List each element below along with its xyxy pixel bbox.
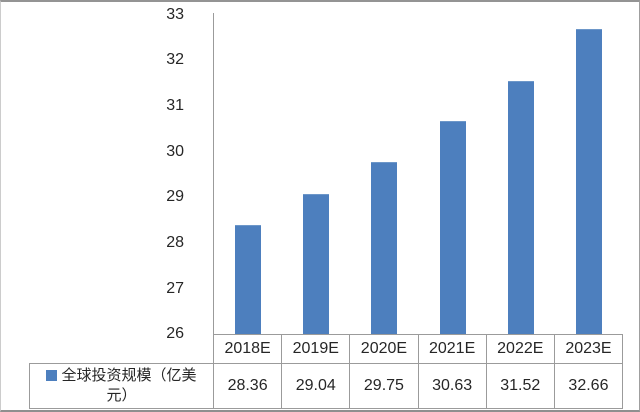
category-cell: 2018E: [214, 335, 283, 363]
legend-label: 全球投资规模（亿美元）: [39, 366, 205, 406]
category-cell: 2020E: [350, 335, 419, 363]
bar-2022E: [507, 80, 534, 334]
category-cell: 2023E: [554, 335, 624, 363]
value-cell: 30.63: [418, 364, 487, 408]
y-axis-label: 31: [166, 96, 184, 114]
category-cell: 2022E: [486, 335, 555, 363]
legend-cell: 全球投资规模（亿美元）: [29, 363, 214, 409]
y-axis: 33 32 31 30 29 28 27 26: [1, 2, 198, 352]
y-axis-label: 28: [166, 234, 184, 252]
value-cell: 29.04: [282, 364, 351, 408]
y-axis-label: 27: [166, 279, 184, 297]
y-axis-label: 30: [166, 142, 184, 160]
value-cell: 31.52: [486, 364, 555, 408]
bar-2023E: [575, 28, 602, 334]
bar-2019E: [303, 194, 330, 334]
bar-2018E: [235, 225, 262, 334]
bar-2021E: [439, 121, 466, 334]
y-axis-label: 29: [166, 188, 184, 206]
value-cell: 29.75: [350, 364, 419, 408]
y-axis-label: 32: [166, 51, 184, 69]
value-row: 28.36 29.04 29.75 30.63 31.52 32.66: [213, 363, 624, 409]
legend-marker-icon: [46, 370, 58, 381]
y-axis-label: 33: [166, 5, 184, 23]
legend-label-text: 全球投资规模（亿美元）: [61, 367, 197, 404]
value-cell: 28.36: [214, 364, 283, 408]
category-cell: 2021E: [418, 335, 487, 363]
plot-area: [213, 13, 623, 334]
value-cell: 32.66: [554, 364, 624, 408]
category-cell: 2019E: [282, 335, 351, 363]
bar-2020E: [371, 161, 398, 334]
category-header-row: 2018E 2019E 2020E 2021E 2022E 2023E: [213, 334, 624, 363]
y-axis-label: 26: [166, 325, 184, 343]
